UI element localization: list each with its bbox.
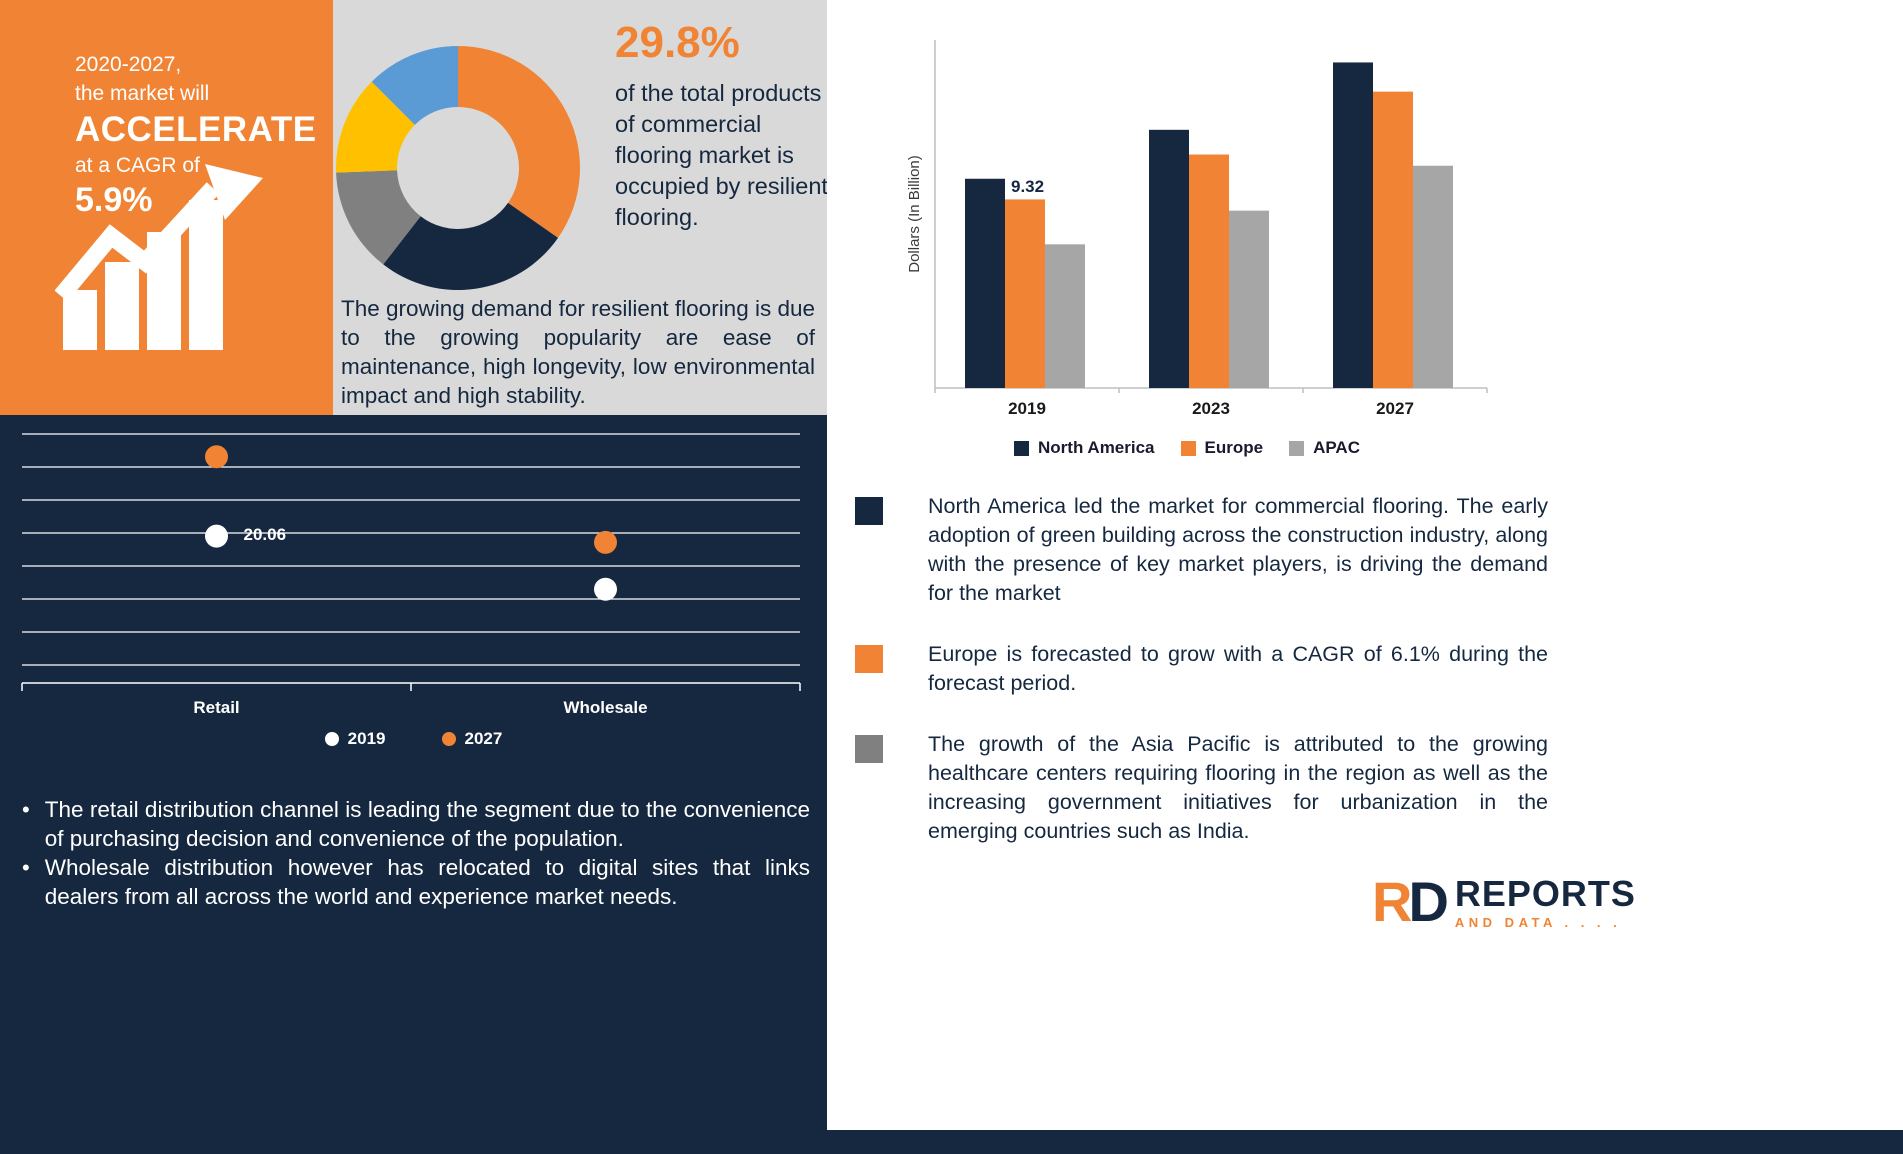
legend-square-europe-icon	[1180, 440, 1196, 456]
distribution-bullet-wholesale: • Wholesale distribution however has rel…	[22, 853, 810, 911]
legend-label-apac: APAC	[1313, 438, 1360, 457]
logo-mark-r: R	[1372, 870, 1413, 933]
regional-legend: North America Europe APAC	[867, 438, 1507, 458]
regional-panel: 2019 2023 2027 Dollars (In Billion) 9.32 Nor…	[827, 0, 1903, 1154]
svg-text:2023: 2023	[1192, 399, 1230, 418]
cagr-line-1: 2020-2027,	[75, 53, 182, 76]
legend-item-apac: APAC	[1289, 438, 1360, 458]
logo-name: REPORTS	[1454, 872, 1636, 914]
resilient-panel: 29.8% of the total products of commercia…	[333, 0, 828, 415]
legend-label-2027: 2027	[464, 729, 503, 748]
resilient-stat-value: 29.8%	[615, 18, 740, 67]
bullet-dot-icon: •	[22, 855, 30, 880]
resilient-stat-block: 29.8% of the total products of commercia…	[615, 18, 831, 233]
distribution-panel: Retail Wholesale 20.06 2019 2027 • The ret…	[0, 415, 827, 1154]
growth-chart-icon	[55, 164, 263, 350]
svg-text:Dollars (In Billion): Dollars (In Billion)	[906, 155, 923, 273]
svg-text:9.32: 9.32	[1011, 177, 1044, 196]
bullet-dot-icon: •	[22, 797, 30, 822]
cagr-text-block: 2020-2027, the market will ACCELERATE at…	[75, 50, 317, 220]
cagr-line-3: at a CAGR of	[75, 154, 200, 177]
bullet-square-orange-icon	[855, 645, 883, 673]
legend-item-europe: Europe	[1180, 438, 1264, 458]
logo-mark-d: D	[1408, 870, 1449, 933]
legend-item-2027: 2027	[441, 729, 503, 749]
regional-bullet-apac-text: The growth of the Asia Pacific is attrib…	[928, 732, 1548, 843]
distribution-bullet-wholesale-text: Wholesale distribution however has reloc…	[44, 855, 810, 909]
svg-text:2019: 2019	[1008, 399, 1046, 418]
legend-label-2019: 2019	[347, 729, 386, 748]
regional-bullet-list: North America led the market for commerc…	[855, 492, 1585, 846]
regional-bar-chart: 2019 2023 2027 Dollars (In Billion) 9.32	[906, 40, 1488, 418]
cagr-value: 5.9%	[75, 181, 153, 219]
svg-text:Retail: Retail	[193, 698, 239, 717]
legend-label-europe: Europe	[1204, 438, 1264, 457]
regional-bullet-apac: The growth of the Asia Pacific is attrib…	[855, 730, 1585, 846]
distribution-legend: 2019 2027	[0, 729, 827, 749]
legend-square-apac-icon	[1289, 440, 1305, 456]
bottom-accent-strip	[827, 1130, 1903, 1154]
svg-text:20.06: 20.06	[244, 525, 287, 544]
reports-and-data-logo: RD REPORTS AND DATA . . . .	[1372, 874, 1636, 930]
legend-square-north-america-icon	[1014, 440, 1029, 456]
distribution-bullet-list: • The retail distribution channel is lea…	[22, 795, 810, 911]
svg-text:2027: 2027	[1376, 399, 1414, 418]
legend-item-north-america: North America	[1014, 438, 1155, 458]
distribution-bullet-retail: • The retail distribution channel is lea…	[22, 795, 810, 853]
logo-text-block: REPORTS AND DATA . . . .	[1454, 872, 1636, 930]
regional-bullet-europe-text: Europe is forecasted to grow with a CAGR…	[928, 642, 1548, 695]
logo-mark-icon: RD	[1372, 874, 1449, 930]
regional-bullet-north-america-text: North America led the market for commerc…	[928, 494, 1548, 605]
regional-bullet-north-america: North America led the market for commerc…	[855, 492, 1585, 608]
cagr-panel: 2020-2027, the market will ACCELERATE at…	[0, 0, 333, 415]
resilient-stat-caption: of the total products of commercial floo…	[615, 80, 828, 230]
legend-dot-2019-icon	[324, 732, 339, 746]
bullet-square-navy-icon	[855, 497, 883, 525]
logo-tagline: AND DATA . . . .	[1454, 914, 1622, 930]
bullet-square-gray-icon	[855, 735, 883, 763]
legend-item-2019: 2019	[324, 729, 386, 749]
legend-dot-2027-icon	[441, 732, 456, 746]
cagr-line-2: the market will	[75, 82, 210, 105]
product-share-donut	[336, 46, 580, 290]
svg-text:Wholesale: Wholesale	[563, 698, 647, 717]
cagr-emphasis: ACCELERATE	[75, 110, 317, 149]
distribution-dot-chart: Retail Wholesale 20.06	[21, 433, 801, 717]
regional-bullet-europe: Europe is forecasted to grow with a CAGR…	[855, 640, 1585, 698]
distribution-bullet-retail-text: The retail distribution channel is leadi…	[44, 797, 810, 851]
resilient-body-text: The growing demand for resilient floorin…	[341, 296, 816, 408]
legend-label-north-america: North America	[1038, 438, 1155, 457]
